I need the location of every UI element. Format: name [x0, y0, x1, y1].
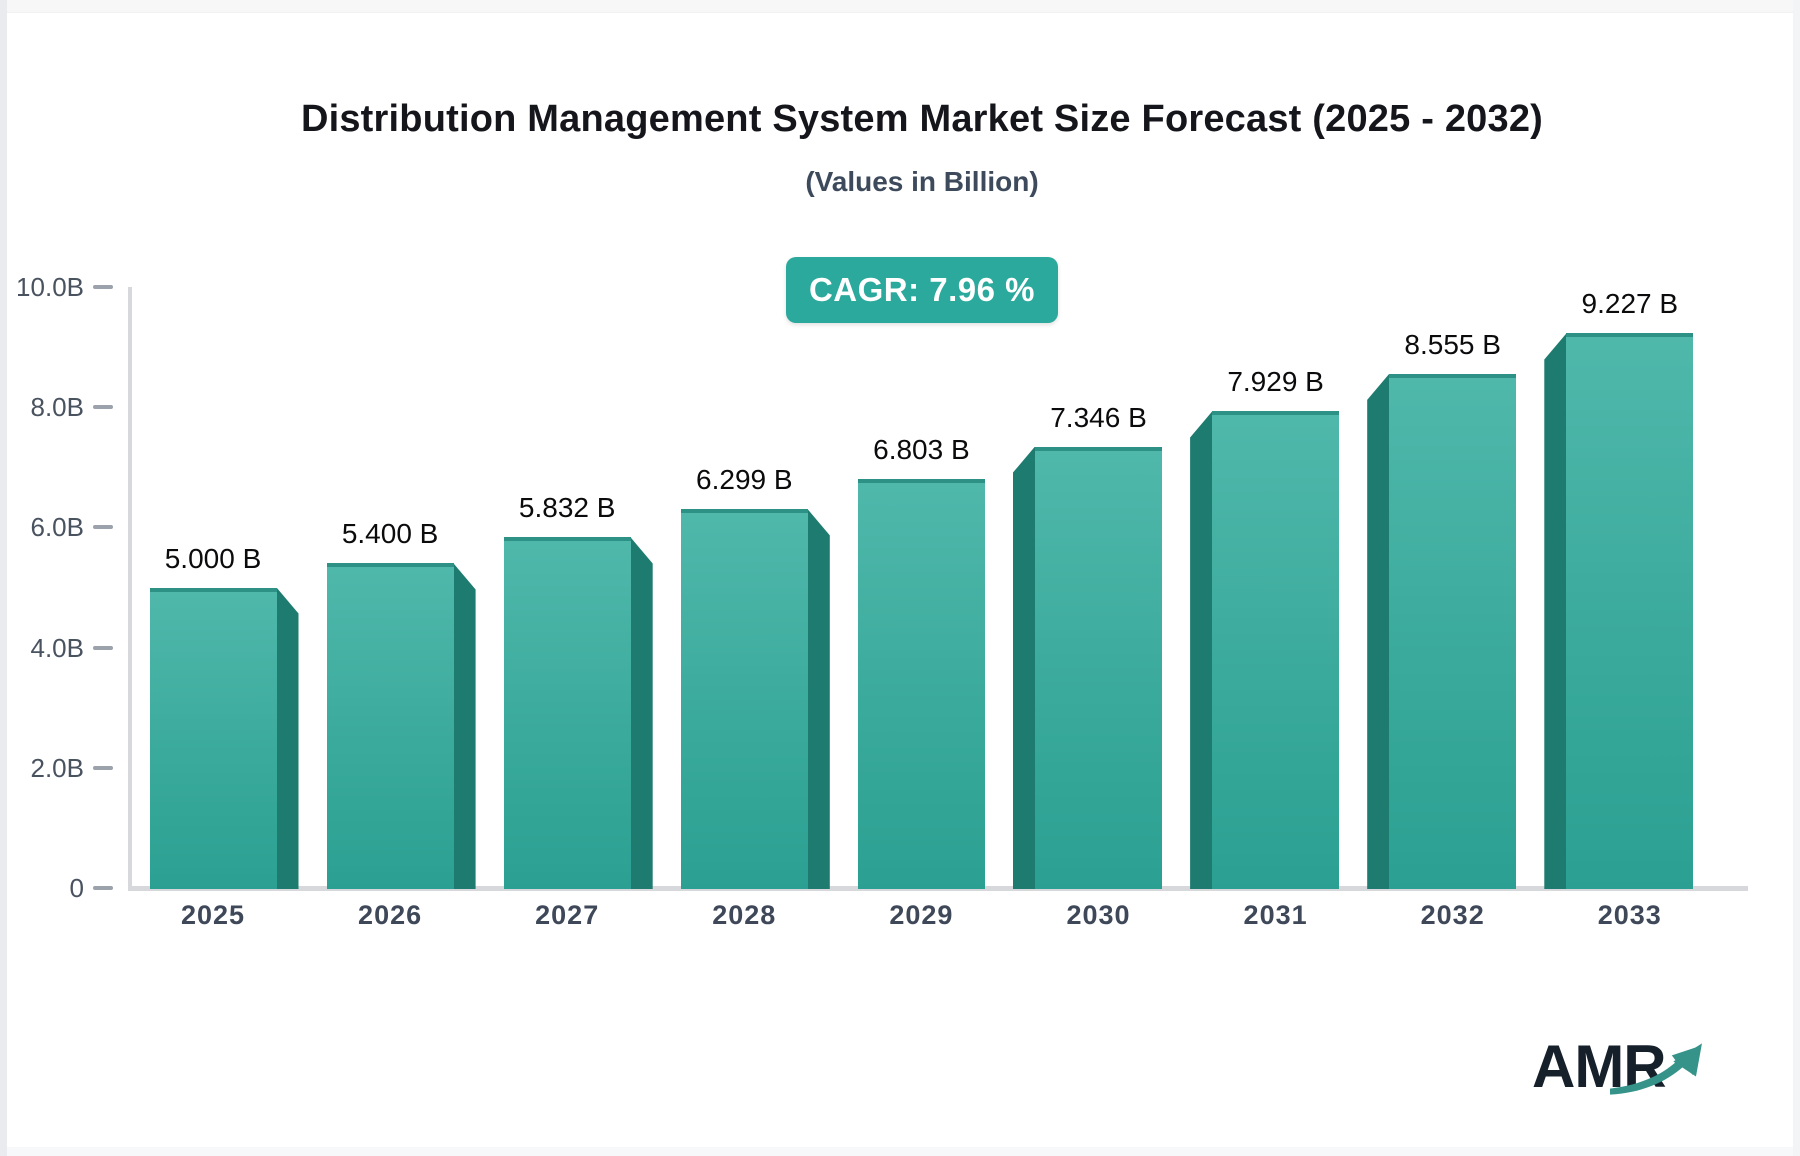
x-axis-label-2033: 2033 [1597, 900, 1662, 930]
bar-3d-side-2030 [1013, 446, 1035, 889]
bar-3d-side-2031 [1190, 411, 1213, 889]
x-axis-label-2032: 2032 [1420, 900, 1485, 930]
y-axis-tick-label: 2.0B [30, 752, 85, 783]
y-axis-tick-mark [93, 886, 113, 890]
x-axis-label-2029: 2029 [889, 900, 954, 930]
left-edge-strip [0, 0, 7, 1156]
right-edge-strip [1793, 0, 1800, 1156]
y-axis-tick-mark [93, 525, 113, 530]
bar-3d-side-2026 [453, 563, 476, 889]
bar-2028 [680, 509, 808, 889]
bar-value-label: 5.832 B [518, 492, 616, 524]
y-axis-tick-label: 10.0B [16, 272, 84, 302]
bar-value-label: 6.299 B [696, 464, 793, 496]
y-axis-tick-label: 0 [69, 873, 84, 903]
amr-logo: AMR [1532, 1034, 1732, 1114]
x-axis-label-2026: 2026 [358, 900, 423, 930]
bar-value-label: 9.227 B [1581, 288, 1679, 320]
bar-2033 [1566, 333, 1694, 889]
bar-2030 [1035, 446, 1162, 889]
cagr-badge: CAGR: 7.96 % [786, 257, 1058, 323]
x-axis-label-2030: 2030 [1066, 900, 1131, 930]
bar-2029 [857, 479, 985, 889]
y-axis-line [128, 287, 132, 888]
bar-3d-side-2028 [807, 509, 830, 889]
y-axis-tick-mark [93, 645, 113, 650]
bar-value-label: 5.000 B [164, 542, 262, 574]
chart-subtitle: (Values in Billion) [805, 166, 1039, 197]
x-axis-label-2031: 2031 [1243, 900, 1308, 930]
bar-2026 [326, 563, 454, 889]
bar-3d-side-2027 [630, 537, 653, 889]
y-axis-tick-mark [93, 405, 113, 410]
logo-arrow-icon [1610, 1043, 1702, 1095]
bar-value-label: 7.929 B [1227, 366, 1324, 398]
bottom-edge-strip [0, 1147, 1800, 1156]
bar-2025 [149, 587, 277, 889]
bar-2027 [503, 537, 631, 889]
bar-3d-side-2033 [1544, 333, 1567, 889]
x-axis-label-2028: 2028 [712, 900, 777, 930]
chart-title: Distribution Management System Market Si… [300, 98, 1544, 140]
bar-value-label: 6.803 B [873, 434, 970, 466]
y-axis-tick-mark [93, 765, 113, 770]
x-axis-label-2027: 2027 [535, 900, 600, 930]
bar-2031 [1212, 411, 1340, 889]
bar-value-label: 5.400 B [341, 518, 439, 550]
bar-3d-side-2032 [1367, 373, 1390, 889]
bar-3d-side-2025 [276, 587, 299, 889]
y-axis-tick-label: 6.0B [30, 512, 85, 543]
bar-2032 [1389, 373, 1517, 889]
y-axis-tick-mark [93, 285, 113, 289]
bar-value-label: 8.555 B [1404, 328, 1501, 360]
x-axis-label-2025: 2025 [180, 900, 246, 930]
top-edge-strip [0, 0, 1800, 13]
y-axis-tick-label: 8.0B [30, 392, 85, 423]
y-axis-tick-label: 4.0B [30, 632, 85, 663]
bar-value-label: 7.346 B [1050, 401, 1147, 433]
